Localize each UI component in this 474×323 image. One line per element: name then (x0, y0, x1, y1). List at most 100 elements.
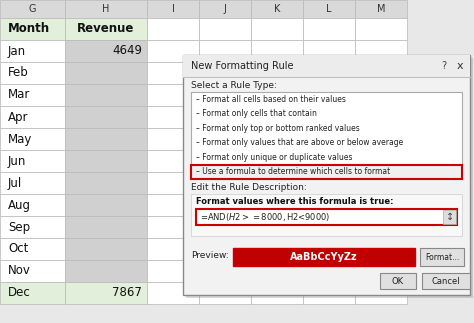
Bar (199, 128, 251, 150)
Bar (251, 172, 303, 194)
Text: I: I (172, 4, 174, 14)
Bar (251, 106, 303, 128)
Bar (199, 84, 251, 106)
Bar (65, 128, 147, 150)
Bar (303, 0, 355, 18)
Bar (65, 62, 147, 84)
Text: Dec: Dec (8, 287, 31, 299)
Bar (303, 150, 355, 172)
Bar (251, 282, 303, 304)
Bar (0, 216, 65, 238)
Bar (199, 194, 251, 216)
Bar (147, 238, 199, 260)
Bar (303, 172, 355, 194)
Bar (0, 18, 65, 40)
Bar (191, 164, 462, 179)
Bar (251, 194, 303, 216)
Text: 4649: 4649 (112, 45, 142, 57)
Bar (0, 150, 65, 172)
Bar (199, 260, 251, 282)
Bar (0, 0, 65, 18)
Text: x: x (456, 61, 463, 71)
Bar (0, 172, 65, 194)
Text: Format values where this formula is true:: Format values where this formula is true… (196, 197, 393, 206)
Text: Jun: Jun (8, 154, 27, 168)
Text: Aug: Aug (8, 199, 31, 212)
Text: J: J (224, 4, 227, 14)
Bar (355, 0, 407, 18)
Bar (191, 92, 462, 179)
Bar (147, 128, 199, 150)
Bar (147, 18, 199, 40)
Bar (303, 62, 355, 84)
Bar (251, 62, 303, 84)
Bar (420, 248, 464, 266)
Bar (65, 40, 147, 62)
Bar (199, 150, 251, 172)
Bar (251, 216, 303, 238)
Bar (251, 238, 303, 260)
Bar (147, 106, 199, 128)
Bar (199, 106, 251, 128)
Bar (251, 18, 303, 40)
Text: Apr: Apr (8, 110, 28, 123)
Bar (355, 150, 407, 172)
Bar (380, 273, 416, 289)
Bar (199, 216, 251, 238)
Bar (251, 84, 303, 106)
Bar (147, 260, 199, 282)
Text: K: K (274, 4, 280, 14)
Bar (251, 260, 303, 282)
Bar (355, 18, 407, 40)
Bar (183, 55, 470, 77)
Bar (65, 216, 147, 238)
Bar (0, 128, 65, 150)
Bar (147, 194, 199, 216)
Bar (199, 62, 251, 84)
Bar (147, 0, 199, 18)
Bar (355, 216, 407, 238)
Bar (186, 58, 473, 298)
Bar (251, 150, 303, 172)
Bar (65, 260, 147, 282)
Bar (199, 172, 251, 194)
Bar (251, 40, 303, 62)
Bar (355, 128, 407, 150)
Bar (303, 40, 355, 62)
Bar (303, 216, 355, 238)
Bar (0, 84, 65, 106)
Bar (303, 282, 355, 304)
Text: – Format only top or bottom ranked values: – Format only top or bottom ranked value… (196, 124, 360, 133)
Text: Sep: Sep (8, 221, 30, 234)
Text: Month: Month (8, 23, 50, 36)
Bar (191, 194, 462, 236)
Text: Nov: Nov (8, 265, 31, 277)
Text: ↕: ↕ (446, 212, 454, 222)
Bar (65, 0, 147, 18)
Bar (199, 238, 251, 260)
Bar (147, 282, 199, 304)
Bar (303, 106, 355, 128)
Bar (355, 194, 407, 216)
Text: M: M (377, 4, 385, 14)
Text: – Format all cells based on their values: – Format all cells based on their values (196, 95, 346, 104)
Bar (355, 106, 407, 128)
Text: OK: OK (392, 276, 404, 286)
Text: H: H (102, 4, 109, 14)
Bar (355, 260, 407, 282)
Bar (147, 150, 199, 172)
Text: – Use a formula to determine which cells to format: – Use a formula to determine which cells… (196, 167, 390, 176)
Bar (355, 238, 407, 260)
Bar (355, 62, 407, 84)
Bar (303, 194, 355, 216)
Text: Format...: Format... (425, 253, 459, 262)
Text: 7867: 7867 (112, 287, 142, 299)
Bar (355, 40, 407, 62)
Bar (196, 209, 457, 225)
Bar (303, 84, 355, 106)
Text: – Format only cells that contain: – Format only cells that contain (196, 109, 317, 118)
Text: Jan: Jan (8, 45, 26, 57)
Bar (443, 210, 456, 224)
Bar (65, 172, 147, 194)
Text: Jul: Jul (8, 176, 22, 190)
